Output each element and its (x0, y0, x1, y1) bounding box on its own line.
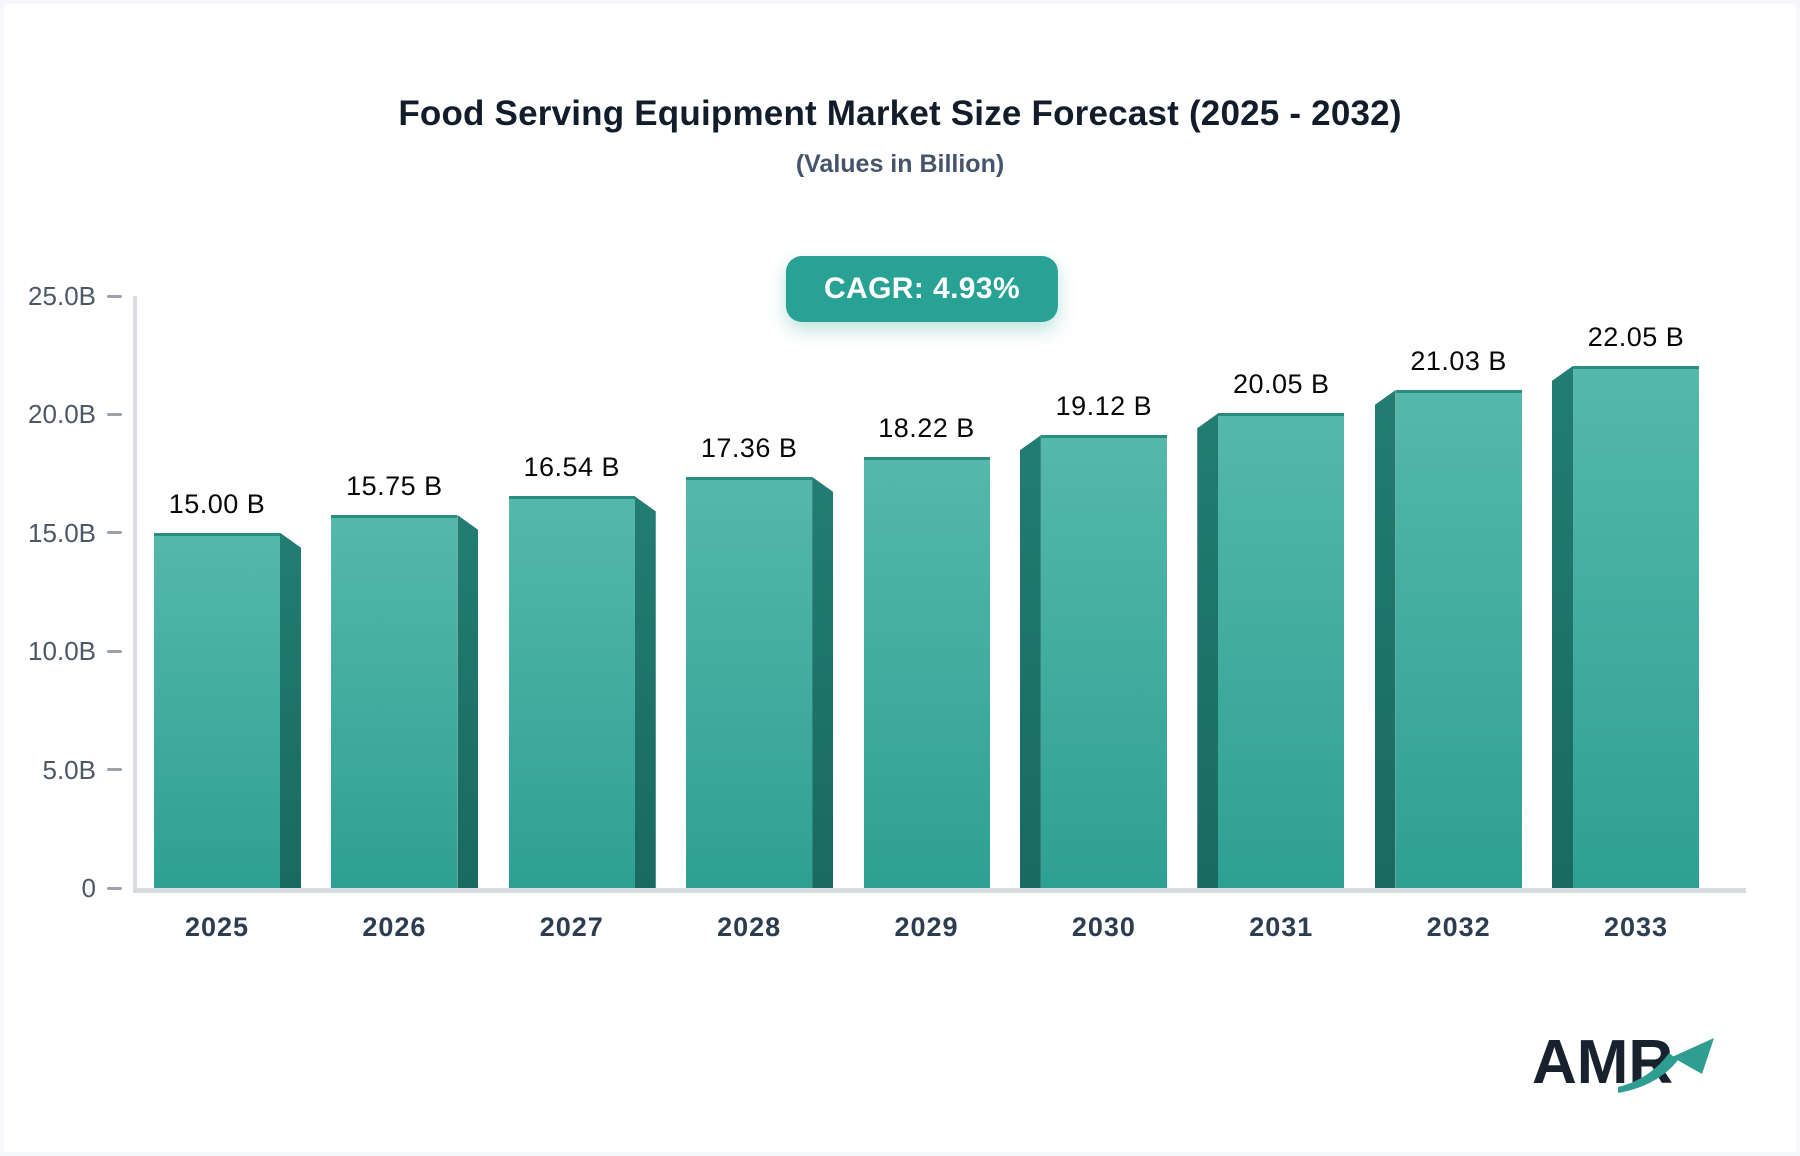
x-axis-label: 2025 (184, 912, 250, 942)
bar-side-panel (1197, 413, 1219, 888)
bar-face (686, 476, 813, 888)
y-axis-tick (107, 412, 122, 416)
bar-face (1395, 390, 1522, 888)
y-axis-tick (107, 294, 122, 298)
bar-side-panel (457, 515, 479, 888)
y-axis-line (133, 296, 137, 888)
x-axis-label: 2031 (1249, 912, 1314, 942)
bar-side-panel (1374, 390, 1396, 888)
bar-side-panel (280, 532, 301, 888)
x-axis-label: 2026 (362, 912, 427, 942)
x-axis-label: 2029 (894, 912, 959, 942)
y-axis-label: 25.0B (28, 281, 96, 311)
bar-value-label: 20.05 B (1232, 369, 1330, 400)
y-axis-label: 15.0B (28, 517, 96, 548)
y-axis-tick (107, 768, 122, 772)
amr-logo-text: AMR (1532, 1028, 1674, 1097)
plot-area: 25.0B 20.0B 15.0B 10.0B 5.0B 0 15.00 B 2025 15.7… (4, 4, 1796, 1152)
y-axis-tick (107, 886, 122, 890)
bar-value-label: 19.12 B (1055, 391, 1153, 422)
bar-face (508, 496, 635, 888)
bar-side-panel (1552, 365, 1573, 888)
y-axis-label: 0 (81, 873, 96, 903)
bar-face (1040, 435, 1167, 888)
x-axis-label: 2030 (1071, 912, 1136, 942)
x-axis-label: 2028 (717, 912, 782, 942)
x-axis-label: 2032 (1426, 912, 1491, 942)
bar-side-panel (1019, 435, 1041, 888)
chart-subtitle: (Values in Billion) (795, 150, 1005, 178)
x-axis-label: 2033 (1603, 912, 1669, 942)
bar-face (863, 456, 990, 888)
bar-value-label: 21.03 B (1410, 346, 1507, 376)
amr-logo: AMR (1532, 1030, 1732, 1125)
bar-face (154, 532, 280, 888)
y-axis-label: 20.0B (28, 399, 96, 430)
x-axis-label: 2027 (539, 912, 604, 942)
cagr-badge: CAGR: 4.93% (785, 256, 1059, 322)
bar-side-panel (634, 496, 656, 888)
chart-title: Food Serving Equipment Market Size Forec… (398, 94, 1402, 133)
x-axis-line (133, 888, 1746, 893)
y-axis-tick (107, 531, 122, 535)
bar-value-label: 16.54 B (523, 452, 621, 483)
bar-value-label: 22.05 B (1587, 321, 1685, 352)
bar-value-label: 15.00 B (168, 488, 266, 519)
y-axis-label: 10.0B (28, 636, 96, 667)
y-axis-label: 5.0B (42, 754, 97, 785)
bar-value-label: 17.36 B (700, 432, 798, 463)
bar-value-label: 18.22 B (878, 412, 975, 443)
bar-side-panel (812, 476, 834, 888)
bar-face (1573, 365, 1699, 888)
y-axis-tick (107, 649, 122, 653)
bar-face (1218, 413, 1345, 888)
bar-face (331, 515, 458, 888)
growth-arrow-icon (1618, 1038, 1714, 1093)
bar-value-label: 15.75 B (346, 471, 443, 502)
